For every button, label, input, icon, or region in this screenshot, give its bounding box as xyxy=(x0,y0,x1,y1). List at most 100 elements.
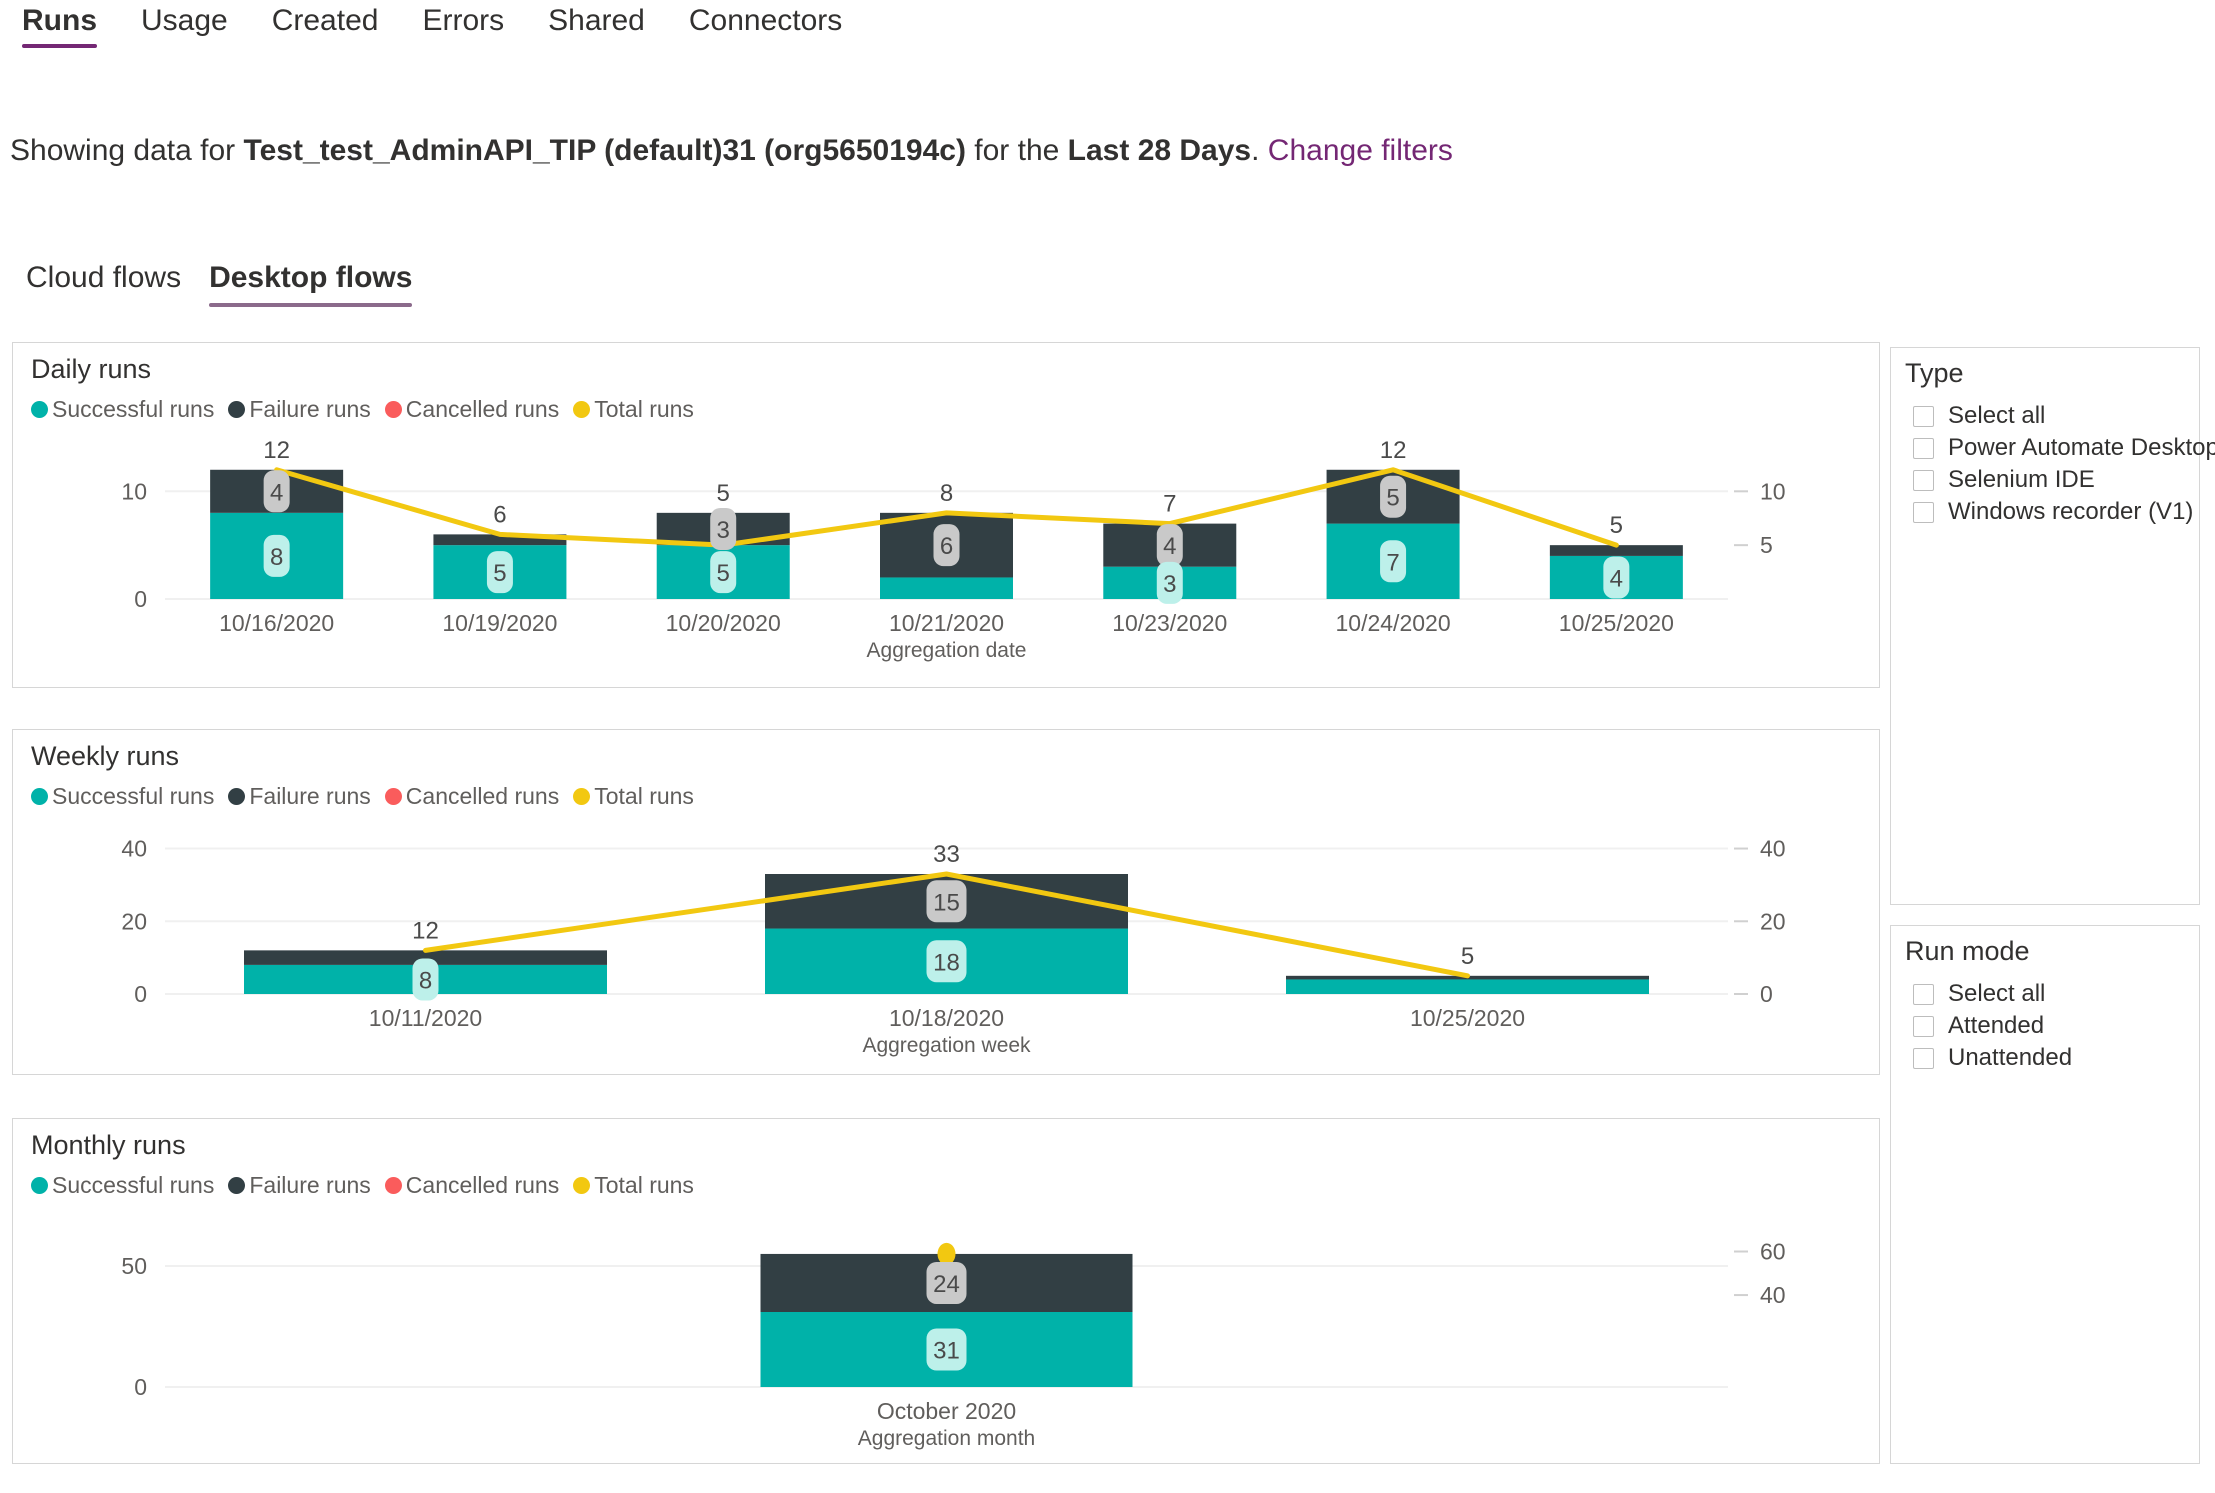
legend-item-total[interactable]: Total runs xyxy=(573,395,694,423)
legend-item-cancelled[interactable]: Cancelled runs xyxy=(384,1171,559,1199)
svg-text:6: 6 xyxy=(940,533,953,560)
svg-text:20: 20 xyxy=(1760,908,1786,934)
svg-text:24: 24 xyxy=(933,1271,960,1298)
legend-item-failure[interactable]: Failure runs xyxy=(228,1171,371,1199)
tab-runs[interactable]: Runs xyxy=(12,0,119,54)
legend-item-cancelled[interactable]: Cancelled runs xyxy=(384,395,559,423)
legend-item-successful[interactable]: Successful runs xyxy=(31,782,214,810)
change-filters-link[interactable]: Change filters xyxy=(1267,134,1453,167)
tab-shared[interactable]: Shared xyxy=(526,0,667,54)
showing-environment: Test_test_AdminAPI_TIP (default)31 (org5… xyxy=(243,134,966,167)
run-mode-option-attended[interactable]: Attended xyxy=(1913,1010,2193,1042)
legend-label-successful: Successful runs xyxy=(52,1172,215,1198)
tab-errors-label: Errors xyxy=(422,4,505,37)
weekly-runs-title: Weekly runs xyxy=(31,741,180,771)
tab-created-label: Created xyxy=(271,4,379,37)
svg-text:5: 5 xyxy=(1610,512,1623,539)
checkbox-icon[interactable] xyxy=(1913,1047,1934,1069)
svg-text:10/16/2020: 10/16/2020 xyxy=(219,610,334,636)
tab-shared-label: Shared xyxy=(548,4,645,37)
svg-text:8: 8 xyxy=(270,544,283,571)
legend-label-successful: Successful runs xyxy=(52,783,215,809)
svg-text:10/19/2020: 10/19/2020 xyxy=(442,610,557,636)
svg-text:40: 40 xyxy=(121,836,147,862)
legend-label-total: Total runs xyxy=(594,396,694,422)
legend-item-total[interactable]: Total runs xyxy=(573,782,694,810)
showing-suffix: . xyxy=(1251,134,1268,167)
svg-text:8: 8 xyxy=(419,967,432,994)
legend-item-failure[interactable]: Failure runs xyxy=(228,395,371,423)
run-mode-option-unattended[interactable]: Unattended xyxy=(1913,1042,2193,1074)
monthly-runs-plot[interactable]: 0 50 40 60 24 31 October 2020 Aggregation month xyxy=(13,1119,1879,1463)
type-option-power-automate-desktop[interactable]: Power Automate Desktop xyxy=(1913,432,2215,464)
legend-dot-successful-icon xyxy=(31,400,48,418)
tab-runs-label: Runs xyxy=(22,4,97,37)
type-filter-panel: Type Select all Power Automate Desktop S… xyxy=(1890,347,2215,905)
tab-usage[interactable]: Usage xyxy=(119,0,250,54)
tab-cloud-flows[interactable]: Cloud flows xyxy=(22,258,195,312)
svg-text:7: 7 xyxy=(1163,491,1176,518)
daily-runs-title: Daily runs xyxy=(31,354,152,384)
svg-text:8: 8 xyxy=(940,480,953,507)
checkbox-icon[interactable] xyxy=(1913,437,1934,459)
legend-label-failure: Failure runs xyxy=(249,783,371,809)
legend-dot-failure-icon xyxy=(228,787,246,805)
showing-prefix: Showing data for xyxy=(10,134,244,167)
svg-text:5: 5 xyxy=(1461,943,1474,970)
svg-text:4: 4 xyxy=(270,479,283,506)
legend-item-successful[interactable]: Successful runs xyxy=(31,1171,214,1199)
legend-dot-successful-icon xyxy=(31,1176,48,1194)
svg-text:10: 10 xyxy=(121,478,147,504)
svg-text:33: 33 xyxy=(933,841,960,868)
weekly-runs-plot[interactable]: 0 20 40 0 20 40 12 33 5 8 15 18 10/11/2020 10/18/2020… xyxy=(13,730,1879,1074)
legend-label-total: Total runs xyxy=(594,1172,694,1198)
svg-text:0: 0 xyxy=(134,586,147,612)
legend-dot-total-icon xyxy=(573,400,591,418)
tab-created[interactable]: Created xyxy=(250,0,401,54)
tab-errors[interactable]: Errors xyxy=(400,0,526,54)
run-mode-filter-list: Select all Attended Unattended xyxy=(1913,978,2193,1074)
svg-text:50: 50 xyxy=(121,1253,147,1279)
run-mode-filter-title: Run mode xyxy=(1905,936,2030,966)
legend-label-successful: Successful runs xyxy=(52,396,215,422)
svg-text:10/20/2020: 10/20/2020 xyxy=(666,610,781,636)
checkbox-icon[interactable] xyxy=(1913,405,1934,427)
svg-text:3: 3 xyxy=(1163,571,1176,598)
svg-text:Aggregation date: Aggregation date xyxy=(867,639,1027,662)
legend-label-failure: Failure runs xyxy=(249,1172,371,1198)
svg-text:10/23/2020: 10/23/2020 xyxy=(1112,610,1227,636)
tab-desktop-flows[interactable]: Desktop flows xyxy=(195,258,426,312)
legend-item-total[interactable]: Total runs xyxy=(573,1171,694,1199)
svg-text:4: 4 xyxy=(1163,533,1176,560)
checkbox-icon[interactable] xyxy=(1913,501,1934,523)
svg-text:18: 18 xyxy=(933,949,960,976)
svg-text:20: 20 xyxy=(121,908,147,934)
legend-item-successful[interactable]: Successful runs xyxy=(31,395,214,423)
run-mode-option-select-all[interactable]: Select all xyxy=(1913,978,2193,1010)
checkbox-icon[interactable] xyxy=(1913,1015,1934,1037)
legend-dot-total-icon xyxy=(573,787,591,805)
legend-item-cancelled[interactable]: Cancelled runs xyxy=(384,782,559,810)
svg-text:5: 5 xyxy=(1760,532,1773,558)
svg-text:7: 7 xyxy=(1386,549,1399,576)
checkbox-icon[interactable] xyxy=(1913,983,1934,1005)
legend-item-failure[interactable]: Failure runs xyxy=(228,782,371,810)
type-option-windows-recorder-v1[interactable]: Windows recorder (V1) xyxy=(1913,496,2193,528)
tab-usage-label: Usage xyxy=(141,4,228,37)
daily-runs-plot[interactable]: 0 10 5 10 12 6 5 8 7 12 5 4 8 5 3 5 6 4 3 5 7 4 10/16/2020 10/1… xyxy=(13,343,1879,687)
tab-connectors[interactable]: Connectors xyxy=(667,0,864,54)
monthly-runs-title: Monthly runs xyxy=(31,1130,186,1160)
svg-text:10/18/2020: 10/18/2020 xyxy=(889,1005,1004,1031)
svg-text:12: 12 xyxy=(412,917,439,944)
type-option-selenium-ide[interactable]: Selenium IDE xyxy=(1913,464,2193,496)
primary-tab-bar: Runs Usage Created Errors Shared Connect… xyxy=(0,0,2215,62)
svg-text:60: 60 xyxy=(1760,1239,1786,1265)
type-option-select-all[interactable]: Select all xyxy=(1913,400,2193,432)
svg-text:10/24/2020: 10/24/2020 xyxy=(1336,610,1451,636)
showing-data-summary: Showing data for Test_test_AdminAPI_TIP … xyxy=(10,133,1453,169)
svg-text:40: 40 xyxy=(1760,836,1786,862)
run-mode-option-label: Unattended xyxy=(1948,1044,2073,1071)
flow-type-tab-bar: Cloud flows Desktop flows xyxy=(22,258,426,312)
type-option-label: Windows recorder (V1) xyxy=(1948,498,2194,525)
checkbox-icon[interactable] xyxy=(1913,469,1934,491)
